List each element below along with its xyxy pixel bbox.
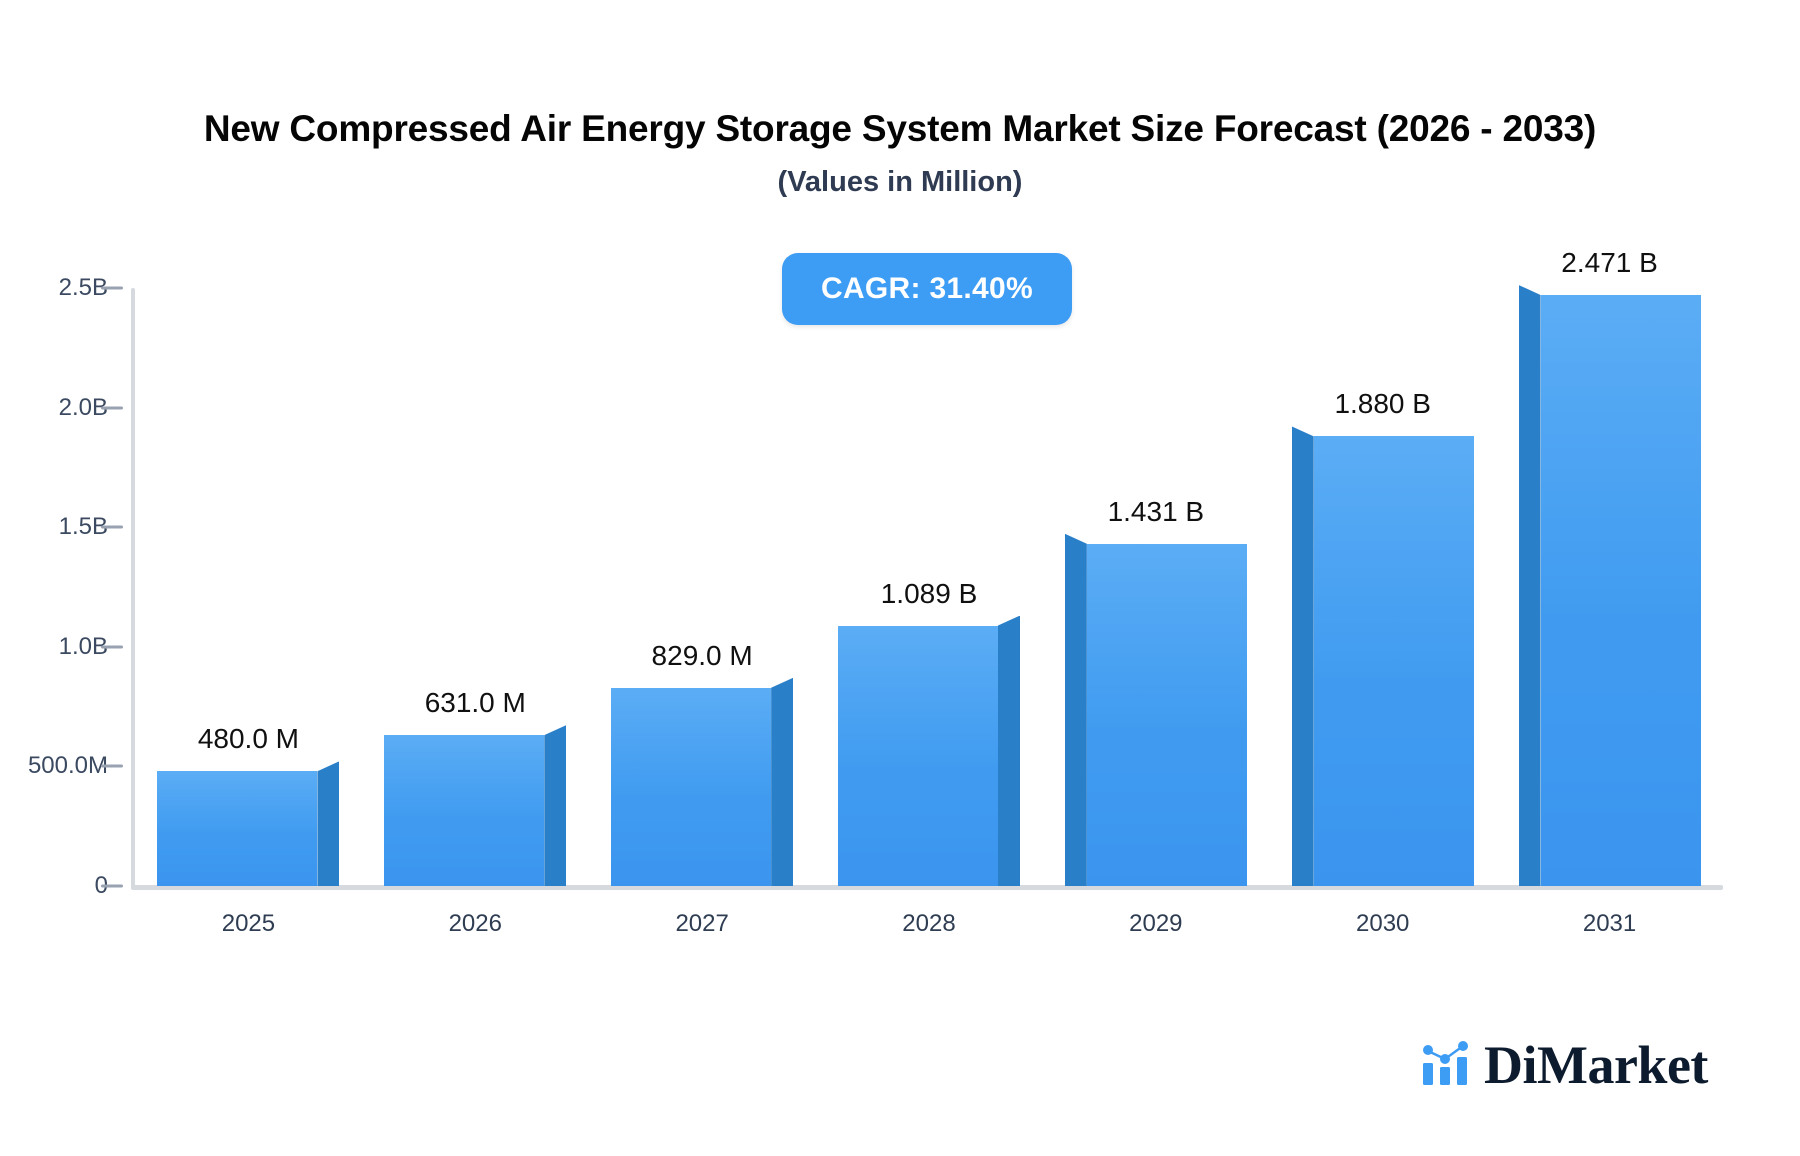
bar-3d-side [998,615,1020,886]
y-axis-line [131,288,135,889]
bar-2029[interactable] [1064,533,1247,886]
bar-2028[interactable] [838,615,1020,886]
bar-front-face [611,687,772,886]
y-axis-tick-label: 500.0M [27,752,108,780]
bar-3d-side [317,761,340,886]
bar-front-face [1086,543,1247,886]
x-axis-tick-label: 2027 [675,910,729,937]
bar-front-face [1313,436,1474,886]
x-axis-tick-label: 2025 [221,910,276,937]
y-axis-tick-label: 2.5B [58,274,108,301]
bar-value-label: 1.089 B [880,577,978,609]
brand-logo: DiMarket [1420,1037,1708,1092]
page-title: New Compressed Air Energy Storage System… [203,108,1597,149]
bar-value-label: 1.431 B [1107,495,1205,527]
bar-value-label: 2.471 B [1561,246,1658,278]
bar-value-label: 1.880 B [1334,388,1431,420]
y-axis-tick-label: 2.0B [58,393,108,421]
x-axis-line [131,885,1723,890]
bar-2031[interactable] [1518,284,1701,886]
y-axis-tick-mark [101,645,123,649]
bar-2027[interactable] [611,677,794,886]
bar-2025[interactable] [157,761,340,886]
x-axis-tick-label: 2029 [1129,910,1183,937]
bar-2030[interactable] [1291,426,1474,886]
bar-3d-side [1518,284,1541,886]
y-axis-tick-mark [101,525,123,529]
bar-front-face [384,735,545,886]
x-axis-tick-label: 2030 [1356,910,1410,937]
x-axis-tick-label: 2026 [448,910,502,937]
y-axis-tick-mark [101,884,123,888]
bar-3d-side [771,677,794,886]
bar-value-label: 480.0 M [197,723,299,755]
y-axis-tick-label: 1.0B [58,632,108,660]
brand-name: DiMarket [1484,1034,1708,1095]
bar-chart-logo-icon [1420,1037,1472,1092]
bar-front-face [157,771,318,886]
bar-2026[interactable] [384,725,567,886]
cagr-badge: CAGR: 31.40% [782,253,1072,325]
bar-front-face [838,625,998,886]
bar-value-label: 631.0 M [424,687,526,719]
bar-3d-side [544,725,567,886]
bar-front-face [1540,294,1701,886]
y-axis-tick-mark [101,406,123,410]
y-axis-tick-label: 1.5B [58,513,108,541]
bar-3d-side [1064,533,1087,886]
x-axis-tick-label: 2031 [1582,910,1637,937]
y-axis-tick-mark [101,286,123,290]
bar-3d-side [1291,426,1314,886]
chart-subtitle: (Values in Million) [777,166,1023,198]
bar-value-label: 829.0 M [651,639,753,671]
y-axis-tick-mark [101,764,123,768]
x-axis-tick-label: 2028 [902,910,956,937]
